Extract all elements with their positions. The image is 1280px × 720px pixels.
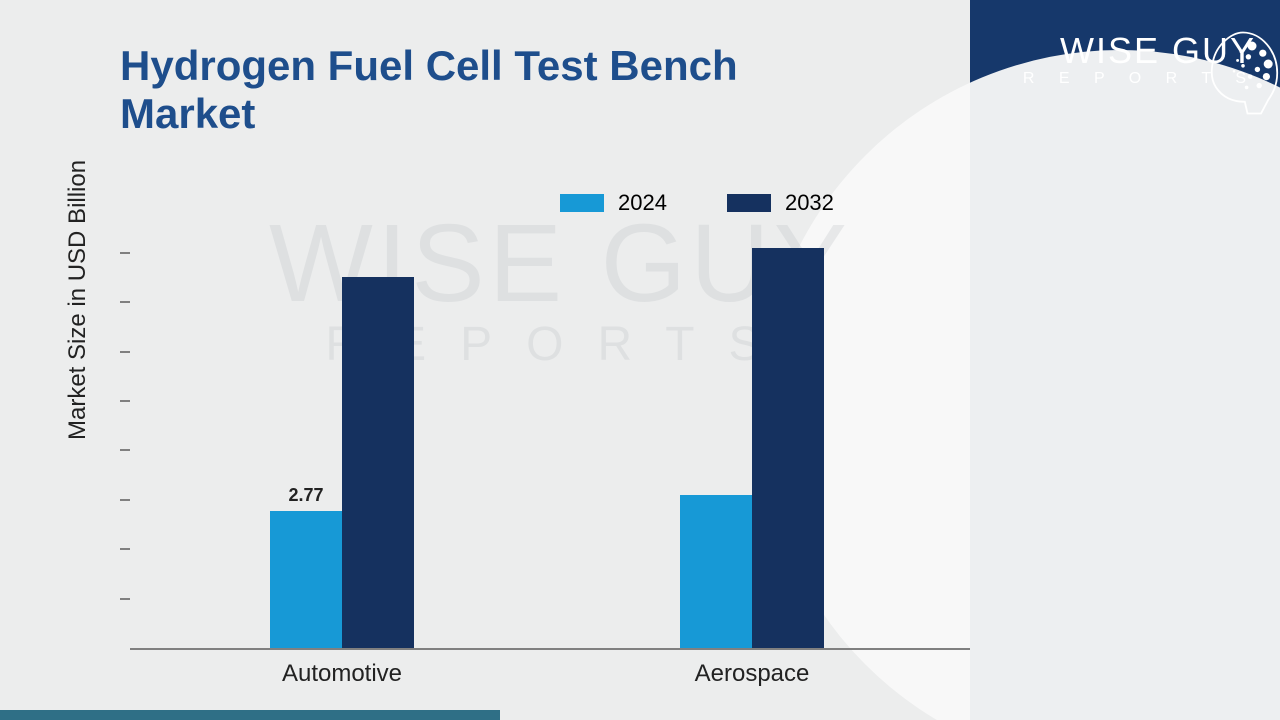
- y-axis-label: Market Size in USD Billion: [64, 160, 92, 440]
- legend-swatch-2024: [560, 194, 604, 212]
- brand-logo: WISE GUY R E P O R T S: [1023, 30, 1256, 88]
- legend-swatch-2032: [727, 194, 771, 212]
- y-tick: [120, 449, 130, 451]
- x-axis-labels: Automotive Aerospace: [130, 660, 970, 700]
- bar-2032: [752, 248, 824, 648]
- infographic-canvas: WISE GUY R E P O R T S Hydrogen Fuel Cel…: [0, 0, 1280, 720]
- legend: 2024 2032: [560, 190, 834, 216]
- x-axis-label: Automotive: [282, 660, 402, 688]
- bar-2024: 2.77: [270, 511, 342, 648]
- y-tick: [120, 548, 130, 550]
- legend-label-2032: 2032: [785, 190, 834, 216]
- plot-area: 2.77: [130, 230, 970, 650]
- y-tick: [120, 400, 130, 402]
- bar-group: 2.77: [270, 277, 414, 648]
- legend-label-2024: 2024: [618, 190, 667, 216]
- chart-title: Hydrogen Fuel Cell Test Bench Market: [120, 42, 840, 139]
- y-tick: [120, 351, 130, 353]
- bar-value-label: 2.77: [270, 485, 342, 506]
- y-tick: [120, 499, 130, 501]
- footer-accent-bar: [0, 710, 500, 720]
- x-axis-label: Aerospace: [695, 660, 810, 688]
- y-tick: [120, 598, 130, 600]
- logo-line2: R E P O R T S: [1023, 70, 1256, 88]
- y-tick: [120, 301, 130, 303]
- bar-group: [680, 248, 824, 648]
- logo-line1: WISE GUY: [1023, 30, 1256, 72]
- bar-2032: [342, 277, 414, 648]
- legend-item-2032: 2032: [727, 190, 834, 216]
- bar-2024: [680, 495, 752, 648]
- y-tick: [120, 252, 130, 254]
- legend-item-2024: 2024: [560, 190, 667, 216]
